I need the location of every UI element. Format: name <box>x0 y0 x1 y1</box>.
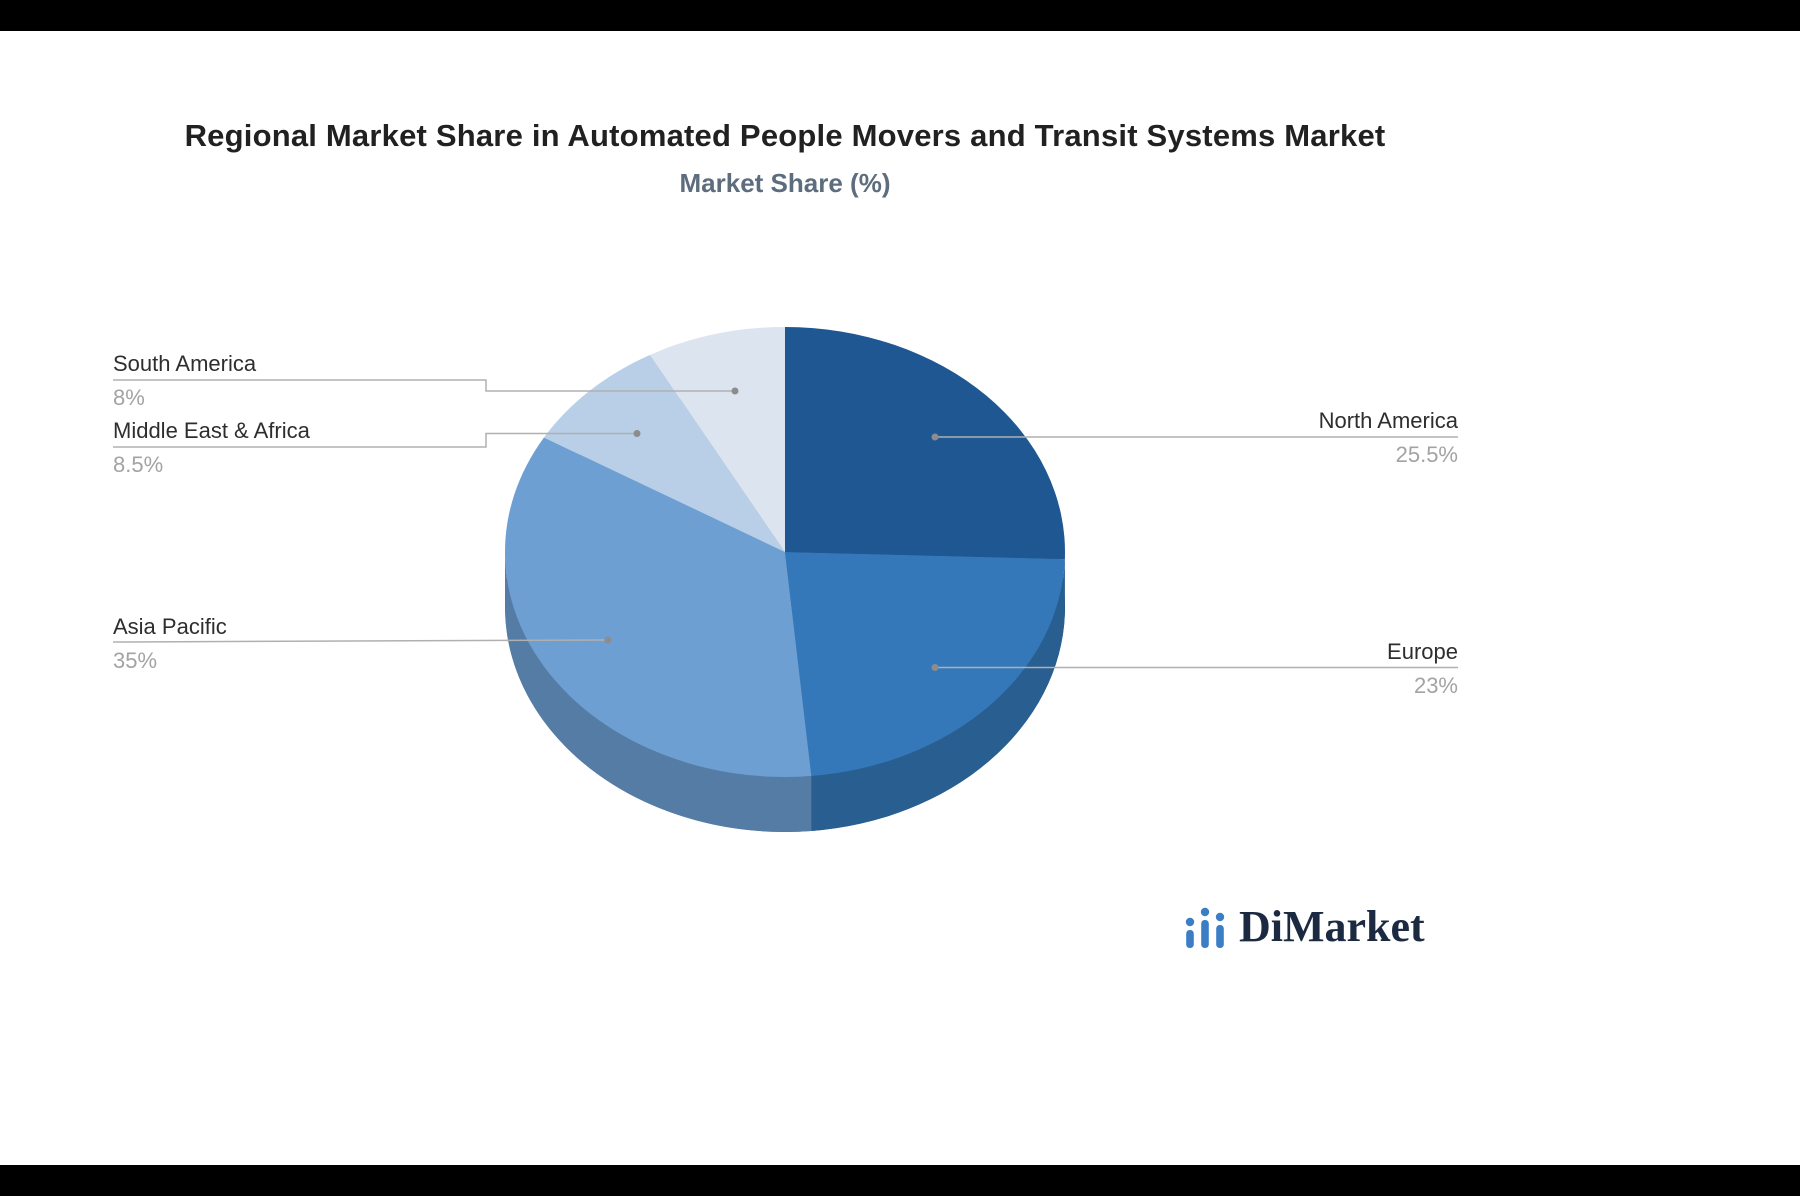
bar-chart-icon <box>1185 907 1225 948</box>
label-europe: Europe 23% <box>1387 635 1458 700</box>
slice-label-name: Europe <box>1387 639 1458 664</box>
leader-line <box>113 379 735 392</box>
label-middle-east-africa: Middle East & Africa 8.5% <box>113 414 310 479</box>
slice-label-name: South America <box>113 351 257 376</box>
chart-subtitle: Market Share (%) <box>679 168 891 198</box>
leader-dot <box>931 664 939 671</box>
bottom-black-bar <box>0 1165 1800 1196</box>
label-north-america: North America 25.5% <box>1319 404 1458 469</box>
pie-slice-side-asia-pacific <box>505 552 812 832</box>
pie-slice-asia-pacific <box>505 437 812 777</box>
slice-label-value: 8.5% <box>113 452 164 477</box>
slice-label-name: Asia Pacific <box>113 614 227 639</box>
leader-dot <box>931 433 939 441</box>
slice-label-name: North America <box>1318 408 1458 433</box>
leader-dot <box>633 430 641 437</box>
chart-title: Regional Market Share in Automated Peopl… <box>184 118 1386 153</box>
slice-label-name: Middle East & Africa <box>113 418 310 443</box>
dimarket-logo: DiMarket <box>1183 901 1425 952</box>
leader-dot <box>604 636 612 644</box>
pie-slice-europe <box>785 552 1065 776</box>
leader-line <box>112 639 609 643</box>
leader-dot <box>731 387 739 395</box>
slice-label-value: 25.5% <box>1395 442 1458 467</box>
pie-slice-middle-east-africa <box>543 354 785 552</box>
label-south-america: South America 8% <box>113 347 256 412</box>
slice-label-value: 23% <box>1413 673 1458 698</box>
leader-line <box>113 432 637 448</box>
pie-slice-side-europe <box>811 559 1065 831</box>
label-asia-pacific: Asia Pacific 35% <box>113 610 227 675</box>
logo-text: DiMarket <box>1239 902 1425 951</box>
pie-slice-south-america <box>650 327 785 552</box>
top-black-bar <box>0 0 1800 31</box>
slice-label-value: 8% <box>113 385 145 410</box>
pie-slice-north-america <box>785 327 1065 560</box>
slice-label-value: 35% <box>113 648 158 673</box>
